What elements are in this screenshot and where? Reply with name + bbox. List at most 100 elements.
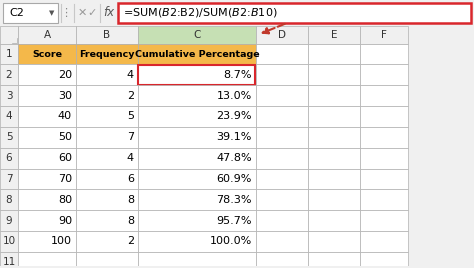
Bar <box>360 210 408 231</box>
Text: 8: 8 <box>6 195 12 205</box>
Bar <box>256 252 308 268</box>
Bar <box>256 106 308 127</box>
Text: 4: 4 <box>127 153 134 163</box>
Bar <box>0 127 18 148</box>
Text: fx: fx <box>103 6 115 19</box>
Bar <box>76 210 138 231</box>
Text: 6: 6 <box>6 153 12 163</box>
Bar <box>360 252 408 268</box>
Bar <box>138 210 256 231</box>
Bar <box>0 26 18 44</box>
Bar <box>18 189 76 210</box>
Bar <box>76 64 138 85</box>
Bar <box>360 127 408 148</box>
Bar <box>308 189 360 210</box>
Bar <box>3 3 58 23</box>
Bar <box>18 210 76 231</box>
Bar <box>76 252 138 268</box>
Bar <box>0 44 18 64</box>
Bar <box>76 148 138 169</box>
Text: B: B <box>103 30 110 40</box>
Text: 39.1%: 39.1% <box>217 132 252 142</box>
Bar <box>256 148 308 169</box>
Bar <box>0 106 18 127</box>
Bar <box>0 169 18 189</box>
Bar <box>256 26 308 44</box>
Text: 6: 6 <box>127 174 134 184</box>
Bar <box>18 26 76 44</box>
Bar <box>0 231 18 252</box>
Bar <box>308 26 360 44</box>
Bar <box>138 44 256 64</box>
Text: 40: 40 <box>58 111 72 121</box>
Text: 11: 11 <box>2 257 16 267</box>
Text: 3: 3 <box>6 91 12 101</box>
Text: 2: 2 <box>6 70 12 80</box>
Bar <box>308 252 360 268</box>
Text: 7: 7 <box>6 174 12 184</box>
Text: F: F <box>381 30 387 40</box>
Text: 30: 30 <box>58 91 72 101</box>
Bar <box>18 64 76 85</box>
Text: 8: 8 <box>127 215 134 226</box>
Text: 90: 90 <box>58 215 72 226</box>
Bar <box>138 85 256 106</box>
Text: E: E <box>331 30 337 40</box>
Bar <box>0 64 18 85</box>
Bar <box>308 169 360 189</box>
Bar <box>256 210 308 231</box>
Text: 2: 2 <box>127 236 134 246</box>
Bar <box>76 127 138 148</box>
Bar <box>76 44 138 64</box>
Text: 5: 5 <box>127 111 134 121</box>
Bar <box>76 169 138 189</box>
Text: =SUM($B$2:B2)/SUM($B$2:$B$10): =SUM($B$2:B2)/SUM($B$2:$B$10) <box>123 6 278 19</box>
Bar <box>76 85 138 106</box>
Text: 9: 9 <box>6 215 12 226</box>
Text: 4: 4 <box>6 111 12 121</box>
Bar <box>76 231 138 252</box>
Bar <box>360 148 408 169</box>
Bar <box>360 44 408 64</box>
Text: 8.7%: 8.7% <box>224 70 252 80</box>
Bar <box>308 127 360 148</box>
Bar <box>138 65 255 85</box>
Text: 20: 20 <box>58 70 72 80</box>
Bar <box>360 85 408 106</box>
Text: 100: 100 <box>51 236 72 246</box>
Text: 100.0%: 100.0% <box>210 236 252 246</box>
Text: 1: 1 <box>6 49 12 59</box>
Text: A: A <box>44 30 51 40</box>
Text: 50: 50 <box>58 132 72 142</box>
Text: Cumulative Percentage: Cumulative Percentage <box>135 50 259 58</box>
Text: 7: 7 <box>127 132 134 142</box>
Bar <box>18 127 76 148</box>
Bar <box>256 189 308 210</box>
Bar <box>18 106 76 127</box>
Bar <box>18 85 76 106</box>
Text: 8: 8 <box>127 195 134 205</box>
Bar <box>138 189 256 210</box>
Text: 13.0%: 13.0% <box>217 91 252 101</box>
Bar <box>138 169 256 189</box>
Text: 80: 80 <box>58 195 72 205</box>
Bar <box>138 106 256 127</box>
Bar <box>360 26 408 44</box>
Bar <box>360 169 408 189</box>
Bar <box>308 231 360 252</box>
Text: Score: Score <box>32 50 62 58</box>
Text: ✕: ✕ <box>77 8 87 18</box>
Text: 47.8%: 47.8% <box>216 153 252 163</box>
Text: Frequency: Frequency <box>79 50 135 58</box>
Bar <box>138 64 256 85</box>
Bar <box>256 85 308 106</box>
Bar <box>0 252 18 268</box>
Bar <box>256 64 308 85</box>
Bar <box>18 169 76 189</box>
Text: 2: 2 <box>127 91 134 101</box>
Bar <box>0 210 18 231</box>
Bar <box>360 189 408 210</box>
Text: 60: 60 <box>58 153 72 163</box>
Bar <box>18 148 76 169</box>
Text: 23.9%: 23.9% <box>217 111 252 121</box>
